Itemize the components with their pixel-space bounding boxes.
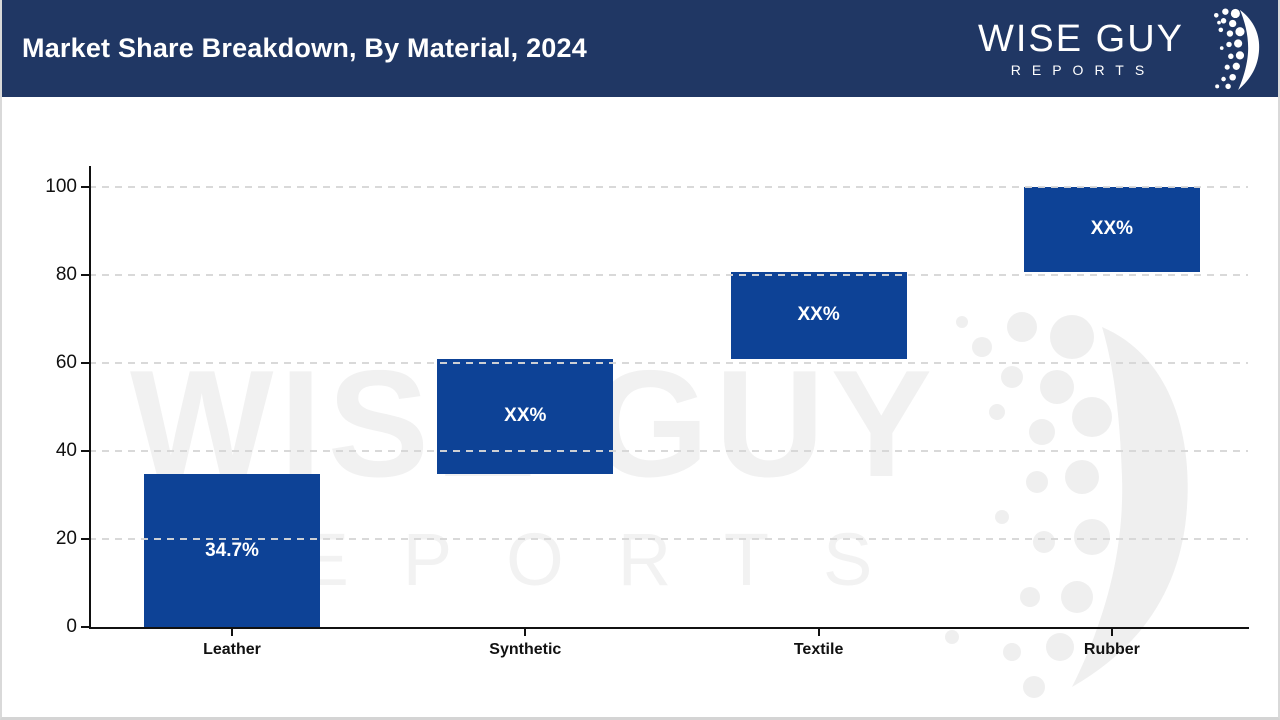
dotted-head-icon: [1213, 7, 1260, 90]
x-axis-line: [89, 627, 1249, 629]
bar-value-label-textile: XX%: [797, 304, 840, 326]
gridline-100: [89, 186, 1248, 188]
header: Market Share Breakdown, By Material, 202…: [2, 0, 1278, 97]
gridline-60: [89, 362, 1248, 364]
x-category-label-rubber: Rubber: [1083, 641, 1140, 658]
x-category-label-synthetic: Synthetic: [489, 641, 562, 658]
x-tick-synthetic: [524, 628, 527, 636]
y-tick-label-0: 0: [66, 616, 77, 637]
y-axis-line: [89, 166, 91, 628]
y-tick-label-20: 20: [55, 528, 77, 549]
gridline-40: [89, 450, 1248, 452]
bar-value-label-synthetic: XX%: [504, 405, 547, 427]
y-tick-label-80: 80: [55, 264, 77, 285]
chart-canvas: WISE GUY REPORTS 0 20 40 60 80 100 34.7% Leathe…: [2, 97, 1278, 717]
gridline-20: [89, 538, 1248, 540]
logo-wordmark: WISE GUY: [977, 17, 1184, 60]
x-category-label-textile: Textile: [793, 641, 844, 658]
bar-synthetic: [437, 358, 614, 475]
bar-leather: [144, 474, 320, 627]
y-tick-80: [81, 274, 89, 276]
y-tick-label-60: 60: [55, 352, 77, 373]
gridline-80: [89, 274, 1248, 276]
logo-subtext: REPORTS: [1010, 61, 1156, 78]
y-tick-0: [81, 626, 89, 628]
chart-title: Market Share Breakdown, By Material, 202…: [22, 33, 587, 63]
x-tick-leather: [231, 628, 233, 636]
watermark-dotted-head-icon: [945, 312, 1188, 698]
y-tick-label-100: 100: [45, 176, 77, 197]
y-tick-60: [81, 362, 89, 364]
x-tick-rubber: [1110, 628, 1113, 636]
y-tick-100: [81, 186, 89, 188]
bar-rubber: [1023, 187, 1200, 272]
bar-textile: [730, 271, 907, 359]
bar-value-label-rubber: XX%: [1090, 218, 1134, 240]
y-tick-40: [81, 450, 89, 452]
y-tick-20: [81, 538, 89, 540]
x-tick-textile: [817, 628, 820, 636]
logo-wordmark-block: WISE GUY REPORTS: [978, 20, 1184, 78]
bar-value-label-leather: 34.7%: [205, 539, 259, 561]
x-category-label-leather: Leather: [203, 641, 261, 658]
brand-logo: WISE GUY REPORTS: [978, 0, 1260, 97]
y-tick-label-40: 40: [55, 440, 77, 461]
